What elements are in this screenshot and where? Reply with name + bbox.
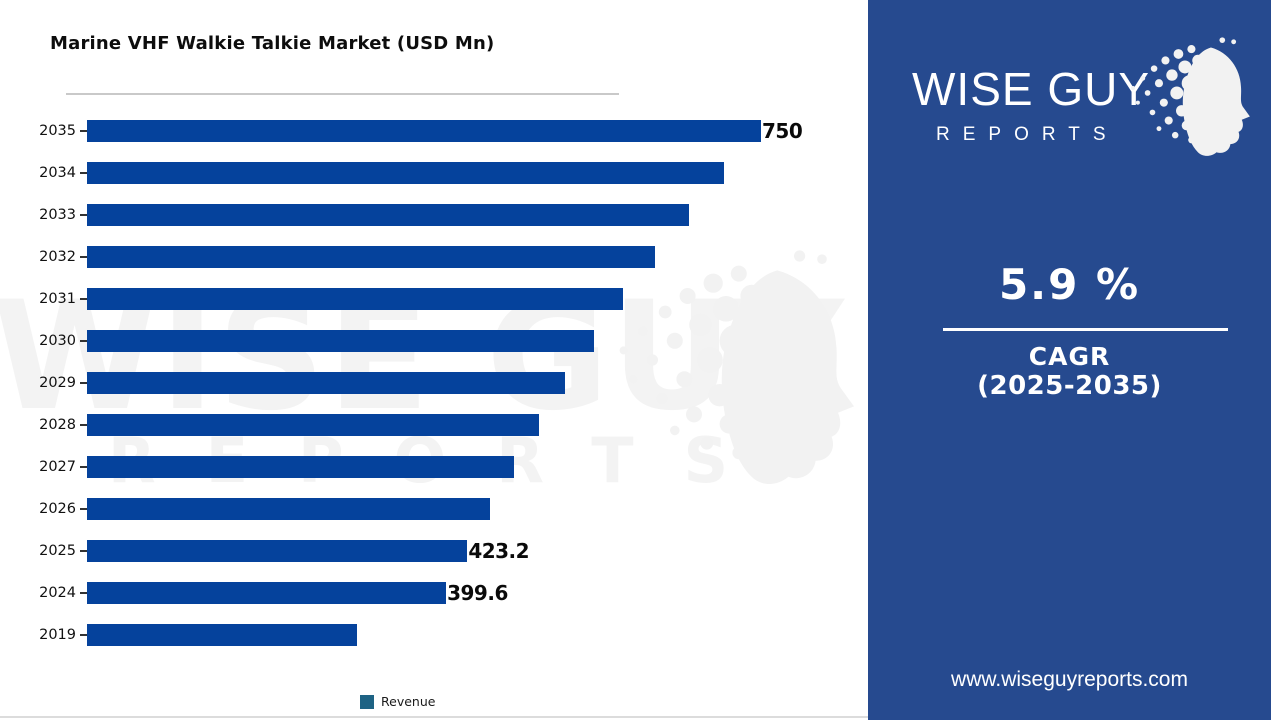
bar-row: 2019: [0, 614, 868, 656]
year-label: 2029: [39, 375, 76, 391]
axis-tick: [80, 256, 87, 258]
revenue-bar: [87, 204, 689, 226]
year-label: 2032: [39, 249, 76, 265]
bar-row: 2024 399.6: [0, 572, 868, 614]
revenue-bar: [87, 582, 447, 604]
year-label: 2026: [39, 501, 76, 517]
axis-tick: [80, 592, 87, 594]
year-label: 2034: [39, 165, 76, 181]
revenue-bar: [87, 540, 468, 562]
cagr-value: 5.9 %: [998, 260, 1141, 309]
year-label: 2030: [39, 333, 76, 349]
value-label: 399.6: [447, 581, 508, 605]
legend-label: Revenue: [381, 694, 436, 709]
sidebar: WISE GUY REPORTS 5.9 % CAGR (2025-2035) …: [868, 0, 1271, 720]
bar-row: 2025 423.2: [0, 530, 868, 572]
bar-row: 2035 750: [0, 110, 868, 152]
axis-tick: [80, 382, 87, 384]
revenue-bar: [87, 456, 514, 478]
revenue-bar: [87, 498, 490, 520]
watermark-head-icon: [619, 250, 854, 484]
year-label: 2028: [39, 417, 76, 433]
axis-tick: [80, 340, 87, 342]
revenue-bar: [87, 162, 725, 184]
axis-tick: [80, 634, 87, 636]
year-label: 2024: [39, 585, 76, 601]
cagr-range: (2025-2035): [977, 371, 1162, 401]
bar-row: 2033: [0, 194, 868, 236]
bar-row: 2032: [0, 236, 868, 278]
year-label: 2031: [39, 291, 76, 307]
revenue-bar: [87, 414, 539, 436]
bar-row: 2026: [0, 488, 868, 530]
bar-row: 2034: [0, 152, 868, 194]
axis-tick: [80, 424, 87, 426]
legend: Revenue: [360, 694, 435, 709]
axis-tick: [80, 508, 87, 510]
logo-text: WISE GUY: [912, 63, 1151, 115]
bar-row: 2031: [0, 278, 868, 320]
axis-tick: [80, 550, 87, 552]
bar-row: 2028: [0, 404, 868, 446]
revenue-bar: [87, 246, 656, 268]
chart-panel: Marine VHF Walkie Talkie Market (USD Mn)…: [0, 33, 868, 718]
title-divider: [66, 93, 619, 95]
axis-tick: [80, 466, 87, 468]
value-label: 423.2: [468, 539, 530, 563]
axis-tick: [80, 172, 87, 174]
year-label: 2027: [39, 459, 76, 475]
logo-head-icon: [1130, 37, 1250, 156]
revenue-bar: [87, 624, 357, 646]
revenue-bar: [87, 120, 761, 142]
bar-chart: 2035 750 2034 2033 2032 2031 2030 2029: [0, 110, 868, 656]
logo-subtext: REPORTS: [936, 124, 1119, 145]
axis-tick: [80, 214, 87, 216]
year-label: 2033: [39, 207, 76, 223]
bar-row: 2027: [0, 446, 868, 488]
cagr-divider: [943, 328, 1228, 331]
bottom-divider: [0, 716, 868, 718]
chart-title: Marine VHF Walkie Talkie Market (USD Mn): [50, 33, 495, 54]
year-label: 2019: [39, 627, 76, 643]
revenue-bar: [87, 330, 594, 352]
value-label: 750: [762, 119, 803, 143]
axis-tick: [80, 298, 87, 300]
axis-tick: [80, 130, 87, 132]
year-label: 2025: [39, 543, 76, 559]
website-url: www.wiseguyreports.com: [951, 668, 1188, 691]
bar-row: 2029: [0, 362, 868, 404]
revenue-bar: [87, 372, 566, 394]
cagr-label: CAGR: [1028, 342, 1111, 371]
bar-row: 2030: [0, 320, 868, 362]
legend-swatch: [360, 694, 374, 709]
revenue-bar: [87, 288, 624, 310]
year-label: 2035: [39, 123, 76, 139]
